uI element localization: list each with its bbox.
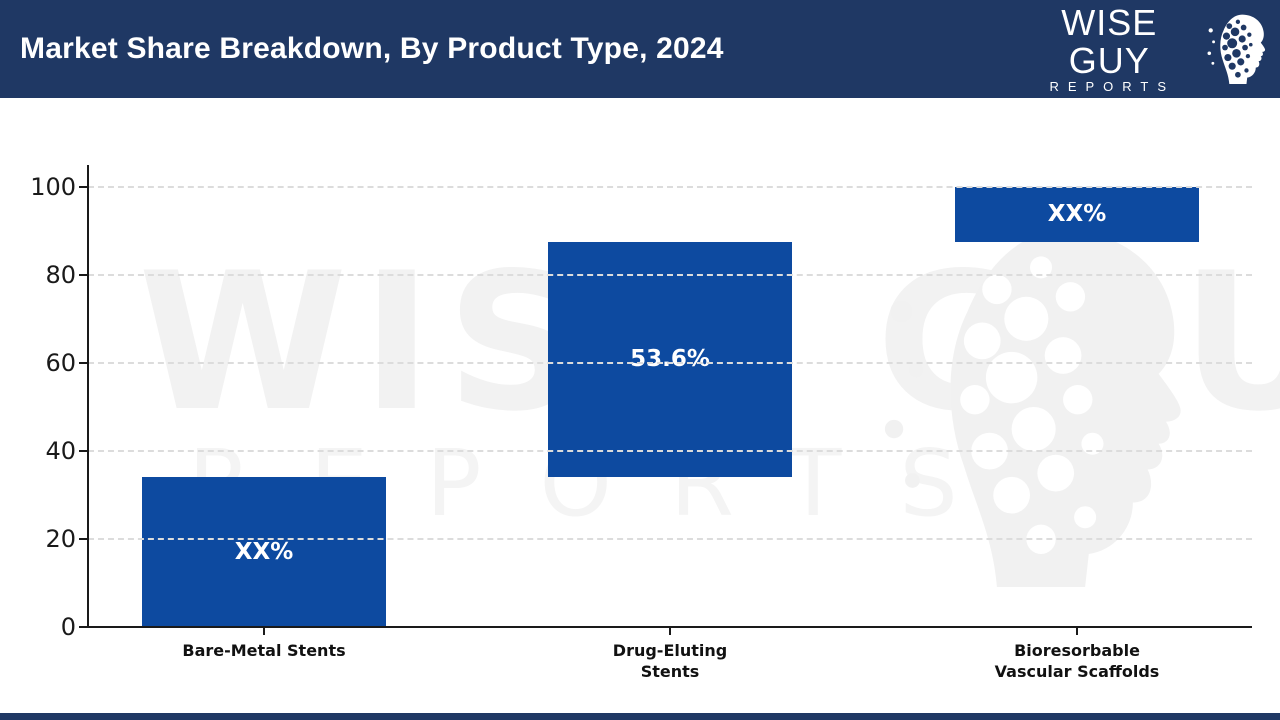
category-label-line: Drug-Eluting xyxy=(612,641,728,660)
gridline-60 xyxy=(88,362,1252,364)
bar-value-label: XX% xyxy=(234,539,294,566)
x-tick-drug-eluting-stents xyxy=(669,627,671,635)
y-tick-100 xyxy=(79,186,88,188)
category-label-bare-metal-stents: Bare-Metal Stents xyxy=(99,640,429,661)
y-tick-20 xyxy=(79,538,88,540)
y-tick-label-100: 100 xyxy=(30,173,76,201)
category-label-line: Bioresorbable xyxy=(1014,641,1140,660)
y-tick-label-80: 80 xyxy=(45,261,76,289)
logo-subtitle: REPORTS xyxy=(1049,79,1176,95)
category-label-line: Bare-Metal Stents xyxy=(182,641,346,660)
gridline-80 xyxy=(88,274,1252,276)
category-label-drug-eluting-stents: Drug-Eluting Stents xyxy=(505,640,835,682)
bar-value-label: 53.6% xyxy=(630,346,710,373)
category-label-line: Vascular Scaffolds xyxy=(994,662,1160,681)
x-tick-bioresorbable-vascular-scaffolds xyxy=(1076,627,1078,635)
y-tick-0 xyxy=(79,626,88,628)
x-tick-bare-metal-stents xyxy=(263,627,265,635)
y-tick-label-40: 40 xyxy=(45,437,76,465)
y-tick-label-20: 20 xyxy=(45,525,76,553)
gridline-100 xyxy=(88,186,1252,188)
bar-bioresorbable-vascular-scaffolds: XX% xyxy=(955,187,1199,242)
wiseguy-head-icon xyxy=(1207,14,1265,85)
y-tick-40 xyxy=(79,450,88,452)
gridline-40 xyxy=(88,450,1252,452)
header-bar: Market Share Breakdown, By Product Type,… xyxy=(0,0,1280,98)
y-axis-line xyxy=(87,165,89,628)
gridline-20 xyxy=(88,538,1252,540)
wiseguy-logo: WISE GUY REPORTS xyxy=(1016,1,1266,95)
category-label-bioresorbable-vascular-scaffolds: Bioresorbable Vascular Scaffolds xyxy=(912,640,1242,682)
bar-bare-metal-stents: XX% xyxy=(142,477,386,627)
y-tick-label-0: 0 xyxy=(60,613,76,641)
page-title: Market Share Breakdown, By Product Type,… xyxy=(20,32,724,65)
footer-bar xyxy=(0,713,1280,720)
logo-wordmark: WISE GUY xyxy=(1061,1,1158,81)
logo-text: WISE GUY REPORTS xyxy=(1016,1,1203,95)
watermark-head-icon xyxy=(884,230,1181,588)
y-tick-80 xyxy=(79,274,88,276)
bar-value-label: XX% xyxy=(1047,201,1107,228)
category-label-line: Stents xyxy=(640,662,700,681)
bar-chart: WISE G U Y REPORTS XX%53.6%XX%0204060801… xyxy=(0,98,1280,713)
y-tick-60 xyxy=(79,362,88,364)
bar-drug-eluting-stents: 53.6% xyxy=(548,241,792,478)
y-tick-label-60: 60 xyxy=(45,349,76,377)
